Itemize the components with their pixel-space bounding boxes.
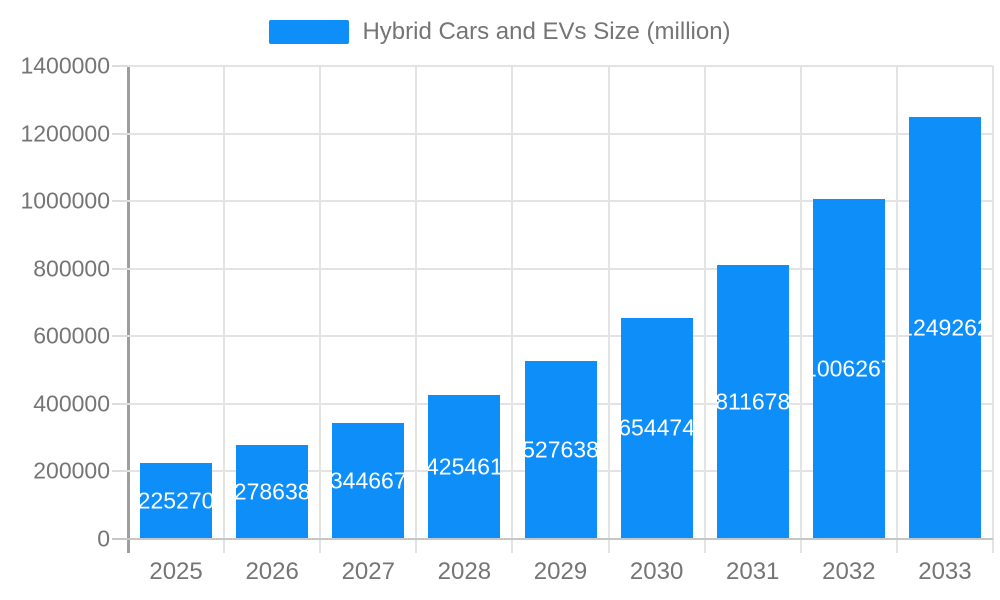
x-gridline: [511, 66, 514, 553]
x-axis-line: [112, 538, 993, 540]
y-gridline: [128, 267, 993, 270]
x-gridline: [703, 66, 706, 553]
x-gridline: [607, 66, 610, 553]
bar-value-label: 425461: [428, 453, 501, 480]
x-axis-tick-label: 2033: [918, 558, 972, 585]
y-gridline: [128, 335, 993, 338]
y-axis-tick-label: 0: [97, 525, 110, 552]
bar-value-label: 344667: [332, 467, 405, 494]
x-gridline: [799, 66, 802, 553]
bar: 344667: [332, 422, 405, 539]
x-axis-tick-label: 2027: [341, 558, 395, 585]
y-axis-tick-label: 600000: [33, 322, 110, 349]
bar-value-label: 278638: [236, 478, 309, 505]
x-gridline: [319, 66, 322, 553]
y-axis-tick-label: 200000: [33, 457, 110, 484]
bar: 654474: [620, 317, 693, 539]
x-gridline: [223, 66, 226, 553]
legend-label: Hybrid Cars and EVs Size (million): [362, 18, 731, 45]
bar: 278638: [236, 444, 309, 539]
y-tick-mark: [112, 200, 128, 203]
y-axis-tick-label: 400000: [33, 390, 110, 417]
x-axis-tick-label: 2031: [726, 558, 780, 585]
x-axis-tick-label: 2025: [149, 558, 203, 585]
x-axis-tick-label: 2030: [629, 558, 684, 585]
bar: 1249262: [908, 116, 981, 539]
y-tick-mark: [112, 402, 128, 405]
chart-legend: Hybrid Cars and EVs Size (million): [0, 20, 1000, 44]
bar: 425461: [428, 395, 501, 539]
y-axis-tick-label: 800000: [33, 255, 110, 282]
x-axis-tick-label: 2032: [822, 558, 876, 585]
y-axis-tick-label: 1200000: [20, 120, 110, 147]
y-tick-mark: [112, 335, 128, 338]
bar-value-label: 225270: [140, 487, 213, 514]
y-axis-line: [126, 66, 130, 553]
bar: 527638: [524, 360, 597, 539]
y-tick-mark: [112, 267, 128, 270]
legend-swatch: [269, 20, 350, 44]
bar: 225270: [140, 462, 213, 539]
y-tick-mark: [112, 470, 128, 473]
x-gridline: [415, 66, 418, 553]
bar-value-label: 1006267: [813, 355, 885, 382]
y-axis-tick-label: 1000000: [20, 187, 110, 214]
x-gridline: [895, 66, 898, 553]
bar: 811678: [716, 264, 789, 539]
bar-value-label: 527638: [524, 436, 597, 463]
y-gridline: [128, 65, 993, 67]
x-axis-tick-label: 2028: [437, 558, 492, 585]
bar-value-label: 811678: [716, 388, 789, 415]
x-axis-tick-label: 2029: [533, 558, 588, 585]
bar-value-label: 654474: [620, 414, 693, 441]
bar-value-label: 1249262: [909, 314, 981, 341]
bar: 1006267: [812, 199, 885, 539]
y-tick-mark: [112, 65, 128, 67]
x-axis-tick-label: 2026: [245, 558, 299, 585]
y-axis-tick-label: 1400000: [20, 52, 110, 79]
y-tick-mark: [112, 132, 128, 135]
x-gridline: [992, 66, 994, 553]
y-gridline: [128, 132, 993, 135]
y-gridline: [128, 200, 993, 203]
